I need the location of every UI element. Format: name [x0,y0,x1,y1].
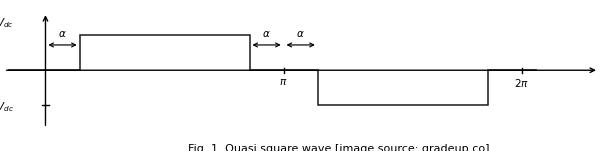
Text: $\cdot V_{dc}$: $\cdot V_{dc}$ [0,100,14,114]
Text: $2\pi$: $2\pi$ [515,77,529,88]
Text: $V_{dc}$: $V_{dc}$ [0,16,14,30]
Text: $\alpha$: $\alpha$ [58,29,67,39]
Text: $\pi$: $\pi$ [279,77,288,87]
Text: Fig. 1. Quasi square wave [image source: gradeup.co]: Fig. 1. Quasi square wave [image source:… [188,144,490,151]
Text: $\alpha$: $\alpha$ [297,29,305,39]
Text: $\alpha$: $\alpha$ [262,29,271,39]
